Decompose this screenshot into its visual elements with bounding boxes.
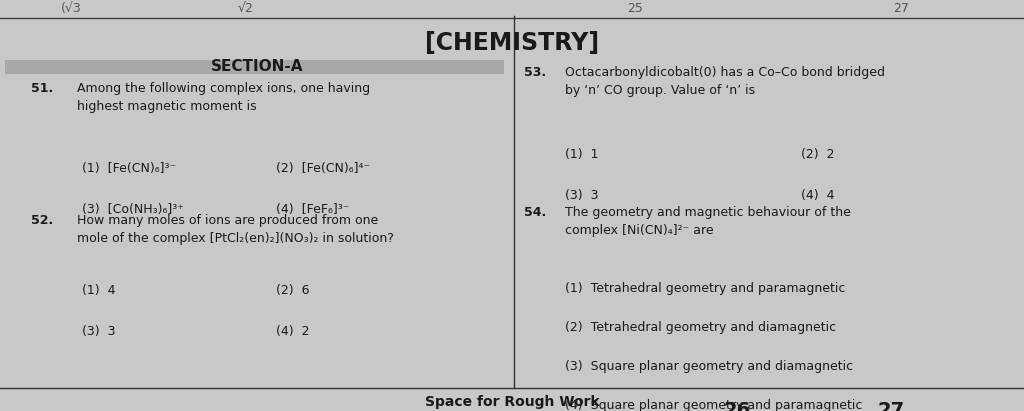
Text: (1)  Tetrahedral geometry and paramagnetic: (1) Tetrahedral geometry and paramagneti… — [565, 282, 846, 295]
Text: How many moles of ions are produced from one
mole of the complex [PtCl₂(en)₂](NO: How many moles of ions are produced from… — [77, 214, 393, 245]
Text: The geometry and magnetic behaviour of the
complex [Ni(CN)₄]²⁻ are: The geometry and magnetic behaviour of t… — [565, 206, 851, 236]
Text: [CHEMISTRY]: [CHEMISTRY] — [425, 31, 599, 55]
Text: (4)  4: (4) 4 — [801, 189, 835, 202]
Text: (2)  Tetrahedral geometry and diamagnetic: (2) Tetrahedral geometry and diamagnetic — [565, 321, 837, 334]
Bar — [5, 60, 504, 74]
Text: Octacarbonyldicobalt(0) has a Co–Co bond bridged
by ‘n’ CO group. Value of ‘n’ i: Octacarbonyldicobalt(0) has a Co–Co bond… — [565, 66, 885, 97]
Text: Space for Rough Work: Space for Rough Work — [425, 395, 599, 409]
Text: 27: 27 — [893, 2, 909, 15]
Text: (4)  [FeF₆]³⁻: (4) [FeF₆]³⁻ — [276, 203, 350, 217]
Text: (3)  Square planar geometry and diamagnetic: (3) Square planar geometry and diamagnet… — [565, 360, 853, 373]
Text: 51.: 51. — [31, 82, 53, 95]
Text: √2: √2 — [238, 2, 254, 15]
Text: Among the following complex ions, one having
highest magnetic moment is: Among the following complex ions, one ha… — [77, 82, 370, 113]
Text: 53.: 53. — [524, 66, 547, 79]
Text: 27: 27 — [878, 401, 904, 411]
Text: (1)  4: (1) 4 — [82, 284, 116, 297]
Text: 54.: 54. — [524, 206, 547, 219]
Text: (3)  3: (3) 3 — [565, 189, 599, 202]
Text: (4)  Square planar geometry and paramagnetic: (4) Square planar geometry and paramagne… — [565, 399, 862, 411]
Text: (2)  [Fe(CN)₆]⁴⁻: (2) [Fe(CN)₆]⁴⁻ — [276, 162, 371, 175]
Text: (2)  2: (2) 2 — [801, 148, 835, 161]
Text: 25: 25 — [627, 2, 643, 15]
Text: (1)  1: (1) 1 — [565, 148, 599, 161]
Text: 26: 26 — [724, 401, 751, 411]
Text: (3)  [Co(NH₃)₆]³⁺: (3) [Co(NH₃)₆]³⁺ — [82, 203, 183, 217]
Text: (4)  2: (4) 2 — [276, 325, 310, 338]
Text: SECTION-A: SECTION-A — [211, 59, 303, 74]
Text: (√3: (√3 — [61, 2, 82, 15]
Text: 52.: 52. — [31, 214, 53, 227]
Text: (2)  6: (2) 6 — [276, 284, 310, 297]
Text: (1)  [Fe(CN)₆]³⁻: (1) [Fe(CN)₆]³⁻ — [82, 162, 176, 175]
Text: (3)  3: (3) 3 — [82, 325, 116, 338]
